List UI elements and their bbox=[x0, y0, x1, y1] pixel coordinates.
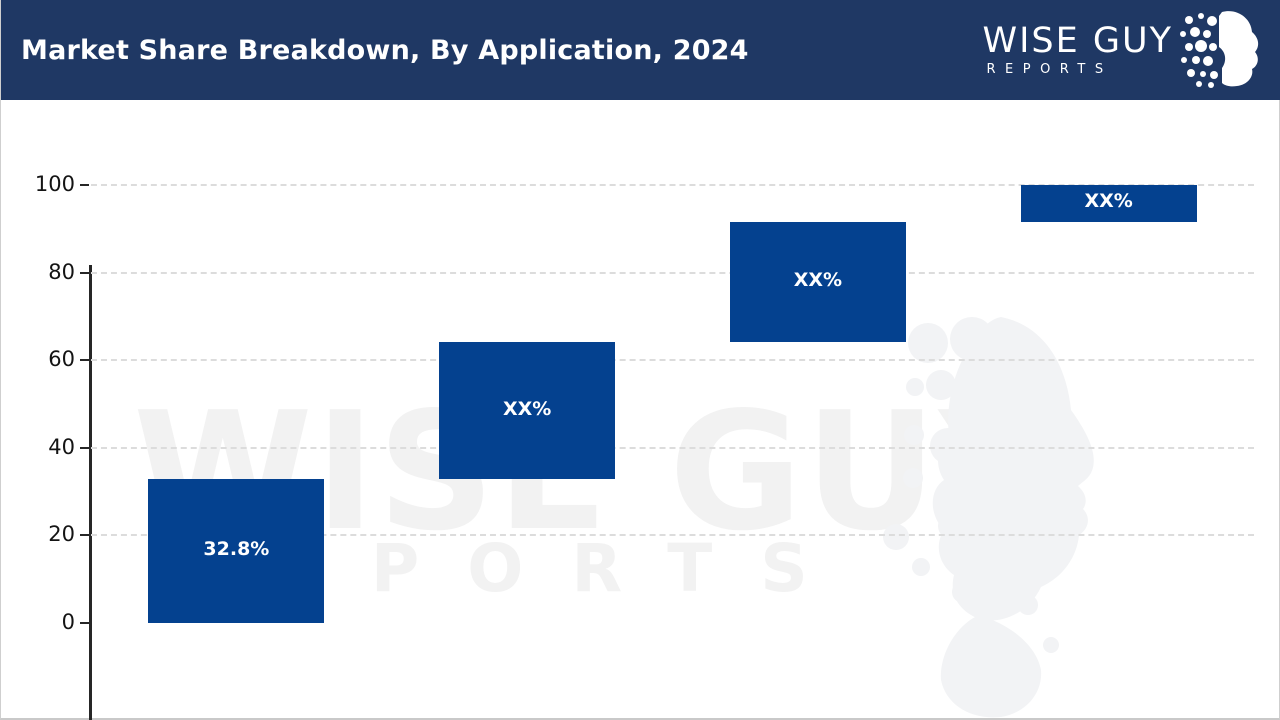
bar-value-label: XX% bbox=[1084, 190, 1133, 213]
y-tick-label: 80 bbox=[48, 259, 75, 284]
gridline-y100 bbox=[91, 184, 1254, 186]
bar-reconnaissance: XX% bbox=[1020, 185, 1197, 222]
header-banner: Market Share Breakdown, By Application, … bbox=[1, 0, 1280, 100]
y-tick-mark bbox=[80, 271, 89, 274]
y-tick-mark bbox=[80, 534, 89, 536]
y-tick-mark bbox=[80, 621, 89, 624]
bar-value-label: XX% bbox=[502, 397, 552, 420]
brand-name: WISE GUY bbox=[982, 21, 1173, 61]
brand-logo-text: WISE GUY REPORTS bbox=[982, 21, 1173, 77]
gridline-y40 bbox=[91, 446, 1254, 449]
bar-combat-support: XX% bbox=[729, 221, 906, 343]
bar-value-label: XX% bbox=[793, 268, 843, 291]
y-tick-label: 100 bbox=[34, 172, 75, 196]
y-tick-mark bbox=[80, 184, 89, 186]
y-axis-spine bbox=[89, 265, 92, 720]
y-tick-label: 40 bbox=[48, 434, 75, 459]
chart-title: Market Share Breakdown, By Application, … bbox=[21, 34, 749, 66]
brand-subtitle: REPORTS bbox=[986, 62, 1113, 77]
watermark-face-icon bbox=[851, 315, 1181, 720]
bar-value-label: 32.8% bbox=[203, 537, 270, 560]
brand-logo: WISE GUY REPORTS bbox=[982, 8, 1263, 92]
gridline-y80 bbox=[91, 271, 1254, 274]
y-tick-label: 20 bbox=[48, 522, 75, 546]
brand-face-icon bbox=[1175, 6, 1263, 94]
bar-transportation: XX% bbox=[439, 342, 616, 479]
y-tick-mark bbox=[80, 446, 89, 449]
y-tick-label: 60 bbox=[48, 347, 75, 371]
chart-plot-area: WISE GUY REPORTS 02040608010032.8%Logist… bbox=[1, 100, 1280, 720]
y-tick-mark bbox=[80, 359, 89, 361]
gridline-y20 bbox=[91, 534, 1254, 536]
y-tick-label: 0 bbox=[61, 609, 75, 634]
bar-logistics: 32.8% bbox=[148, 479, 325, 623]
gridline-y60 bbox=[91, 359, 1254, 361]
